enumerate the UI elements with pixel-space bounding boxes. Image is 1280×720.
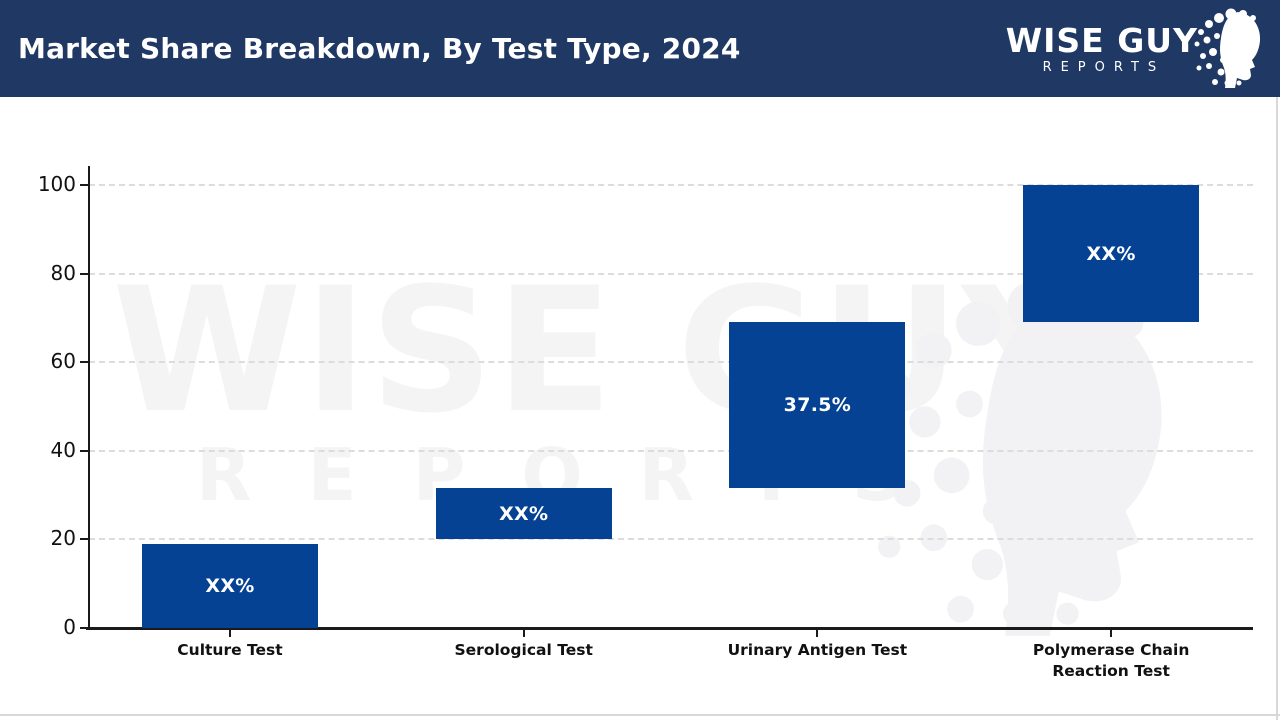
- gridline-y80: [89, 272, 1253, 275]
- y-tick-mark-40: [80, 449, 88, 452]
- logo-wordmark: WISE GUY: [1005, 20, 1198, 60]
- x-tick-mark-0: [229, 629, 231, 637]
- gridline-y20: [89, 538, 1253, 541]
- y-tick-label-0: 0: [63, 615, 76, 639]
- y-tick-mark-20: [80, 538, 88, 541]
- y-tick-label-40: 40: [50, 437, 76, 462]
- y-tick-mark-80: [80, 272, 88, 275]
- logo-text: WISE GUY REPORTS: [1006, 24, 1198, 74]
- y-tick-mark-60: [80, 361, 88, 364]
- y-tick-label-80: 80: [50, 260, 76, 285]
- bar-value-label: XX%: [499, 502, 549, 525]
- x-tick-mark-1: [522, 629, 525, 637]
- x-category-label: Culture Test: [177, 641, 283, 659]
- x-tick-mark-3: [1110, 629, 1113, 637]
- x-category-label: Urinary Antigen Test: [727, 641, 908, 659]
- wise-guy-reports-logo: WISE GUY REPORTS: [1006, 7, 1280, 91]
- y-tick-label-100: 100: [37, 172, 76, 196]
- x-axis-line: [86, 627, 1253, 630]
- x-tick-mark-2: [816, 629, 819, 637]
- x-category-label: Serological Test: [454, 641, 593, 659]
- gridline-y60: [89, 361, 1253, 364]
- y-tick-mark-0: [80, 627, 88, 629]
- gridline-y40: [89, 449, 1253, 452]
- page-bottom-border: [0, 714, 1280, 716]
- logo-subtext: REPORTS: [1042, 59, 1166, 75]
- y-axis-spine: [88, 166, 90, 630]
- page-right-border: [1276, 97, 1278, 720]
- page-title: Market Share Breakdown, By Test Type, 20…: [18, 32, 741, 65]
- y-tick-mark-100: [80, 184, 88, 186]
- bar-culture-test: XX%: [142, 543, 318, 628]
- x-category-label: Polymerase Chain Reaction Test: [1032, 641, 1190, 680]
- bar-value-label: XX%: [1086, 242, 1136, 265]
- bar-urinary-antigen-test: 37.5%: [729, 322, 906, 489]
- y-tick-label-60: 60: [50, 349, 76, 374]
- bar-serological-test: XX%: [435, 488, 612, 540]
- header-banner: Market Share Breakdown, By Test Type, 20…: [0, 0, 1280, 97]
- bar-value-label: 37.5%: [783, 394, 852, 417]
- dotted-head-icon: [1194, 8, 1261, 88]
- bar-value-label: XX%: [205, 574, 255, 597]
- gridline-y100: [89, 184, 1253, 186]
- bar-polymerase-chain-reaction-test: XX%: [1023, 185, 1200, 323]
- y-tick-label-20: 20: [50, 526, 76, 551]
